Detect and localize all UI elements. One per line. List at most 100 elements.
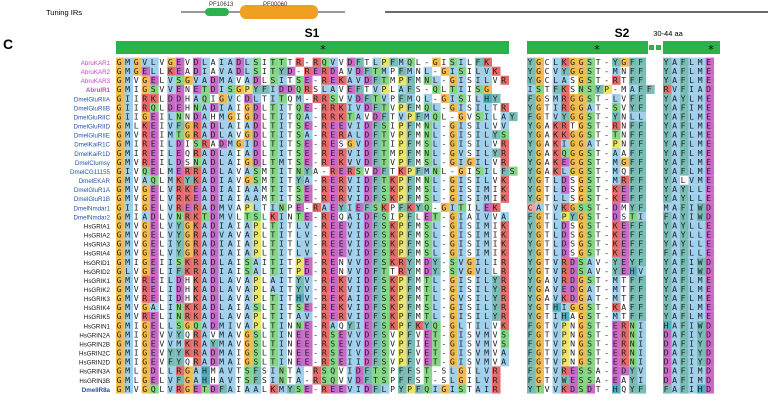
residue-highlight xyxy=(432,211,441,222)
residue-highlight xyxy=(167,221,176,231)
residue: L xyxy=(262,148,267,158)
sequence-name: DmelKaiR1D xyxy=(74,151,110,158)
residue: M xyxy=(125,184,130,194)
residue: E xyxy=(706,166,711,176)
residue: P xyxy=(407,384,412,394)
residue: Y xyxy=(528,175,533,185)
residue: S xyxy=(570,193,575,203)
residue: S xyxy=(253,57,258,67)
residue-highlight xyxy=(278,139,287,149)
residue-highlight xyxy=(552,103,562,113)
residue-highlight xyxy=(578,103,587,113)
residue-highlight xyxy=(500,175,510,185)
residue: V xyxy=(168,184,173,194)
residue-highlight xyxy=(569,148,579,158)
residue: S xyxy=(510,166,515,176)
residue-highlight xyxy=(705,93,715,103)
residue: D xyxy=(253,130,258,140)
residue-highlight xyxy=(457,193,467,203)
residue: A xyxy=(305,130,310,140)
residue-highlight xyxy=(705,157,715,167)
residue-highlight xyxy=(680,66,689,76)
residue-highlight xyxy=(201,166,210,176)
residue: T xyxy=(270,102,275,112)
residue: L xyxy=(553,193,558,203)
residue: E xyxy=(194,84,199,94)
residue-highlight xyxy=(449,57,458,67)
residue: T xyxy=(288,166,293,176)
residue-highlight xyxy=(586,157,596,167)
residue: E xyxy=(151,121,156,131)
residue: A xyxy=(245,121,250,131)
residue: R xyxy=(339,184,344,194)
residue-highlight xyxy=(688,175,698,185)
residue-highlight xyxy=(124,175,134,185)
residue: - xyxy=(424,57,429,67)
residue: - xyxy=(313,193,318,203)
residue-highlight xyxy=(705,121,715,131)
residue: E xyxy=(151,111,156,121)
residue-highlight xyxy=(415,112,424,122)
residue: P xyxy=(562,211,567,221)
residue: Y xyxy=(339,202,344,212)
residue: I xyxy=(236,184,241,194)
residue: D xyxy=(211,157,216,167)
residue-highlight xyxy=(527,139,536,149)
residue-highlight xyxy=(355,175,364,185)
residue: G xyxy=(570,166,575,176)
residue: M xyxy=(698,111,703,121)
residue: G xyxy=(219,93,224,103)
residue: T xyxy=(176,130,181,140)
residue: F xyxy=(681,166,686,176)
residue: F xyxy=(630,75,635,85)
residue-highlight xyxy=(304,148,313,158)
sequence-name: DmelGluRIIC xyxy=(74,114,111,121)
residue: E xyxy=(305,121,310,131)
residue: A xyxy=(228,102,233,112)
residue-highlight xyxy=(304,157,313,167)
residue: F xyxy=(630,148,635,158)
sequence-alignment: AbruKAR1 G M G V L V G E V D L A I A D L S I T T T R - R Q V V D F T L P… xyxy=(70,57,715,394)
residue-highlight xyxy=(201,66,210,76)
residue-highlight xyxy=(141,66,151,76)
residue: A xyxy=(330,84,335,94)
residue: R xyxy=(322,384,327,394)
residue-highlight xyxy=(295,75,304,85)
residue: G xyxy=(134,66,139,76)
residue: E xyxy=(296,202,301,212)
residue-highlight xyxy=(552,84,562,94)
residue: G xyxy=(570,57,575,67)
residue: L xyxy=(382,384,387,394)
residue: G xyxy=(467,157,472,167)
residue-highlight xyxy=(175,75,185,85)
residue-highlight xyxy=(586,175,596,185)
residue-highlight xyxy=(474,139,484,149)
residue-highlight xyxy=(688,130,698,140)
residue-highlight xyxy=(321,103,330,113)
residue: E xyxy=(330,184,335,194)
residue: R xyxy=(562,93,567,103)
residue-highlight xyxy=(278,175,287,185)
residue-highlight xyxy=(680,130,689,140)
residue-highlight xyxy=(321,221,330,231)
residue-highlight xyxy=(201,130,210,140)
residue-highlight xyxy=(338,184,347,194)
residue: K xyxy=(553,121,558,131)
sequence-name: HsGRIK4 xyxy=(84,305,111,312)
residue-highlight xyxy=(363,93,373,103)
residue: F xyxy=(681,102,686,112)
residue: V xyxy=(168,202,173,212)
residue-highlight xyxy=(218,57,228,67)
residue: P xyxy=(390,93,395,103)
residue: L xyxy=(253,202,258,212)
residue: G xyxy=(441,202,446,212)
residue-highlight xyxy=(406,202,416,212)
residue-highlight xyxy=(252,103,262,113)
residue: R xyxy=(562,121,567,131)
residue: K xyxy=(493,202,498,212)
residue: T xyxy=(288,148,293,158)
residue: M xyxy=(613,157,618,167)
residue-highlight xyxy=(432,84,441,94)
residue: T xyxy=(545,175,550,185)
residue: F xyxy=(681,384,686,394)
